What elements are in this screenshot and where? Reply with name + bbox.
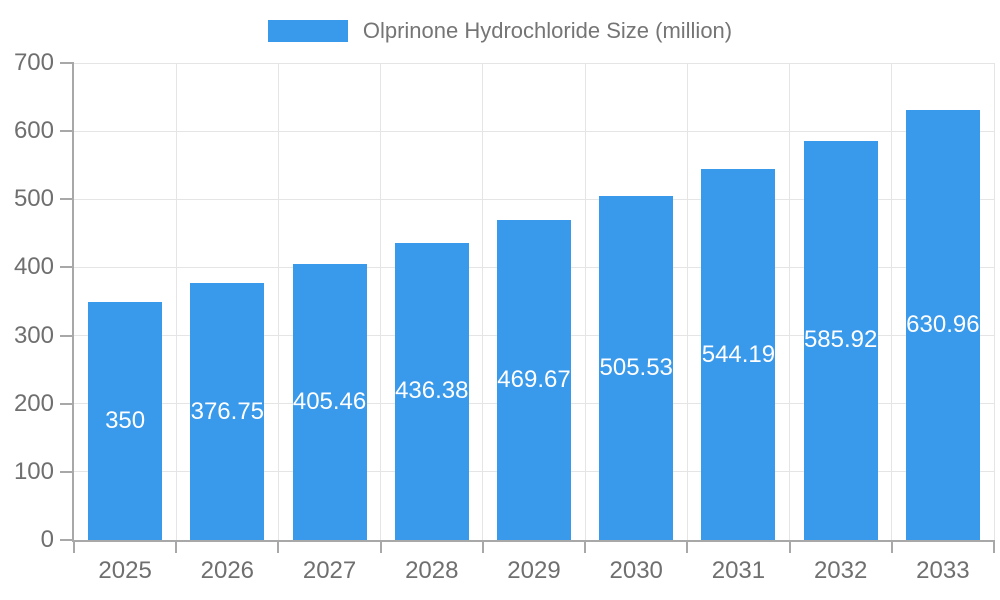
x-tick (481, 540, 484, 553)
legend: Olprinone Hydrochloride Size (million) (0, 18, 1000, 44)
x-tick-label: 2033 (916, 557, 970, 584)
v-gridline (482, 63, 484, 540)
y-tick (60, 130, 74, 133)
y-tick (60, 198, 74, 201)
x-axis-line (72, 540, 994, 542)
v-gridline (584, 63, 586, 540)
v-gridline (686, 63, 688, 540)
bar[interactable] (701, 169, 776, 540)
bar-value-label: 585.92 (803, 326, 878, 354)
h-gridline (74, 62, 994, 64)
v-gridline (789, 63, 791, 540)
x-tick (277, 540, 280, 553)
y-tick (60, 402, 74, 405)
y-tick-label: 100 (13, 457, 54, 485)
y-tick-label: 400 (13, 253, 54, 281)
bar[interactable] (599, 195, 674, 540)
bar[interactable] (88, 301, 163, 540)
x-tick-label: 2027 (302, 557, 357, 584)
x-tick (73, 540, 75, 553)
bar[interactable] (190, 283, 265, 540)
y-tick (60, 470, 74, 473)
x-tick (993, 540, 995, 553)
h-gridline (74, 130, 994, 132)
h-gridline (74, 198, 994, 200)
x-tick (584, 540, 587, 553)
bar-value-label: 436.38 (395, 377, 469, 405)
v-gridline (891, 63, 893, 540)
x-tick (890, 540, 893, 553)
x-tick-label: 2030 (609, 557, 663, 584)
y-tick-label: 300 (13, 321, 54, 349)
bar[interactable] (905, 110, 980, 540)
legend-label: Olprinone Hydrochloride Size (million) (362, 18, 733, 43)
legend-item[interactable]: Olprinone Hydrochloride Size (million) (267, 18, 733, 44)
x-tick-label: 2028 (405, 557, 459, 584)
bar-value-label: 376.75 (190, 397, 265, 425)
y-tick-label: 0 (40, 526, 54, 553)
v-gridline (277, 63, 279, 540)
bar-value-label: 469.67 (497, 365, 571, 393)
bar-value-label: 505.53 (599, 353, 673, 381)
y-tick-label: 700 (13, 49, 54, 76)
v-gridline (380, 63, 382, 540)
bar-value-label: 630.96 (906, 311, 980, 339)
y-tick (60, 539, 74, 541)
x-tick (379, 540, 382, 553)
y-tick (60, 266, 74, 269)
y-tick (60, 334, 74, 337)
bar-value-label: 544.19 (701, 340, 776, 368)
y-tick-label: 200 (13, 389, 54, 417)
y-tick-label: 500 (13, 185, 54, 213)
bar[interactable] (496, 219, 572, 540)
bar[interactable] (394, 242, 469, 540)
x-tick-label: 2029 (507, 557, 561, 584)
y-tick (60, 62, 74, 64)
legend-swatch-icon (267, 20, 348, 42)
x-tick-label: 2031 (711, 557, 766, 584)
y-axis-line (72, 63, 74, 540)
x-tick-label: 2025 (98, 557, 152, 584)
v-gridline (993, 63, 995, 540)
x-tick (175, 540, 178, 553)
y-tick-label: 600 (13, 117, 54, 145)
v-gridline (175, 63, 177, 540)
bar[interactable] (292, 263, 367, 540)
bar[interactable] (803, 140, 878, 540)
x-tick (686, 540, 689, 553)
x-tick-label: 2032 (813, 557, 868, 584)
x-tick-label: 2026 (200, 557, 255, 584)
x-tick (788, 540, 791, 553)
bar-value-label: 350 (105, 406, 146, 434)
bar-value-label: 405.46 (292, 387, 367, 415)
